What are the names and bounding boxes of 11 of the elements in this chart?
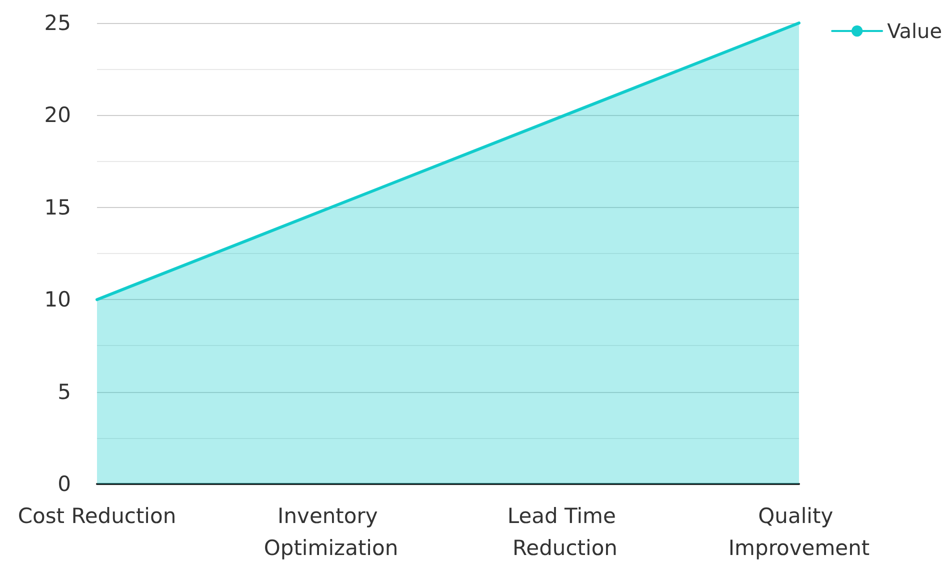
x-tick-label: Lead Time Reduction [507,504,623,560]
y-tick-label: 0 [58,472,71,496]
y-tick-label: 15 [44,195,71,220]
x-tick-label: Cost Reduction [18,504,176,528]
legend-label: Value [887,19,942,43]
x-tick-label: Quality Improvement [728,504,870,560]
x-tick-label: Inventory Optimization [264,504,398,560]
y-tick-label: 20 [44,103,71,128]
y-tick-label: 25 [44,11,71,35]
y-tick-label: 10 [44,288,71,312]
y-tick-label: 5 [58,380,71,404]
